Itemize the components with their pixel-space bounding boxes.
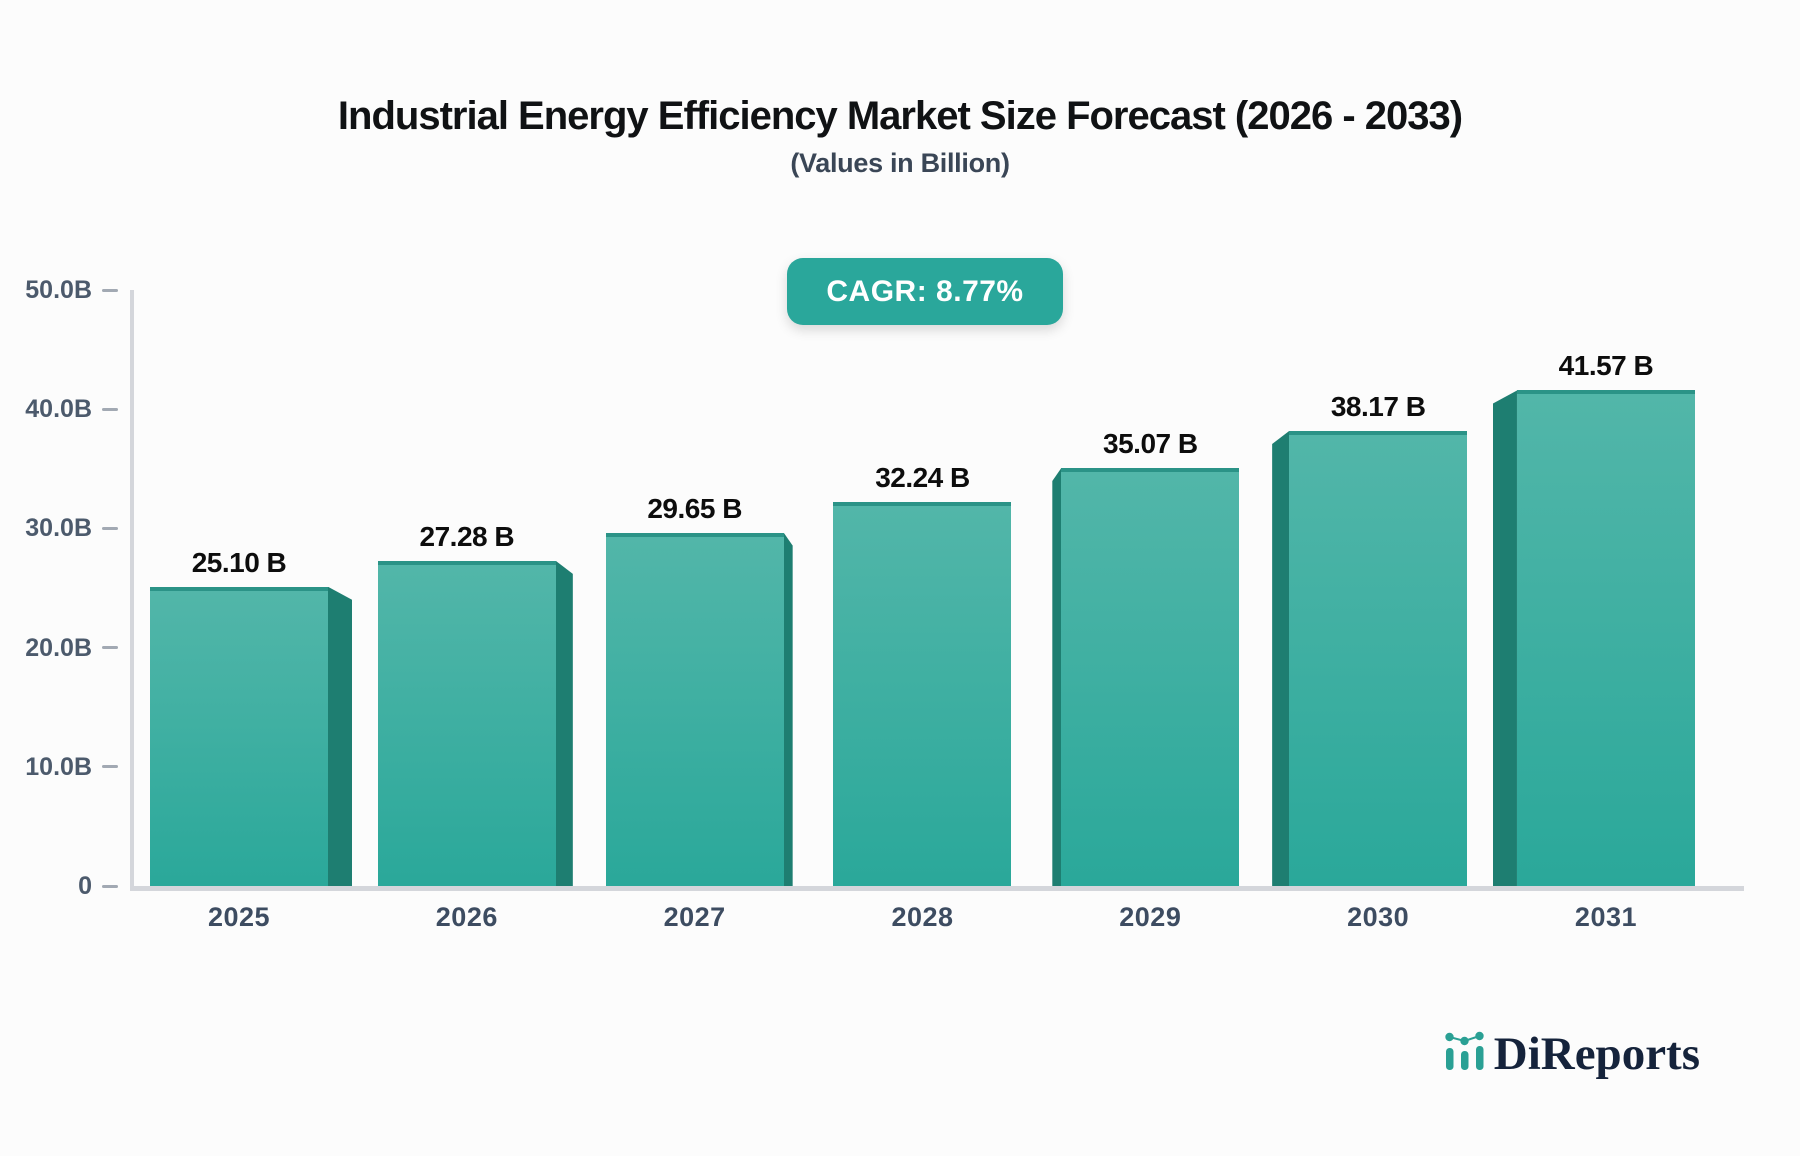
- bar-value-label: 29.65 B: [647, 492, 742, 524]
- x-axis-label-2030: 2030: [1347, 902, 1410, 932]
- y-tick-mark: [102, 526, 118, 530]
- x-axis-label-2029: 2029: [1119, 902, 1182, 932]
- bar-side-2027: [783, 532, 793, 886]
- bar-side-2025: [328, 586, 352, 886]
- x-axis-line: [130, 886, 1744, 891]
- x-axis-label-2027: 2027: [663, 902, 726, 932]
- logo-text: DiReports: [1493, 1028, 1700, 1080]
- x-axis-label-2031: 2031: [1574, 902, 1637, 932]
- bar-value-label: 35.07 B: [1103, 427, 1198, 459]
- bar-value-label: 38.17 B: [1330, 391, 1426, 422]
- bar-value-label: 27.28 B: [419, 520, 515, 552]
- bar-2029: [1061, 467, 1240, 886]
- y-tick-mark: [102, 288, 118, 292]
- y-tick-mark: [102, 646, 118, 650]
- bar-side-2031: [1492, 390, 1517, 886]
- y-tick-mark: [102, 884, 118, 888]
- cagr-badge: CAGR: 8.77%: [787, 258, 1063, 325]
- chart-title: Industrial Energy Efficiency Market Size…: [337, 94, 1463, 138]
- x-axis-label-2026: 2026: [435, 902, 498, 932]
- bar-side-2026: [555, 560, 573, 886]
- chart-subtitle: (Values in Billion): [790, 148, 1010, 178]
- bar-2031: [1516, 390, 1695, 886]
- bar-value-label: 25.10 B: [191, 546, 287, 578]
- mini-bar-chart-with-dots-icon: [1445, 1031, 1484, 1070]
- x-axis-label-2025: 2025: [207, 902, 271, 932]
- y-tick-label: 40.0B: [25, 395, 92, 424]
- bar-side-2030: [1272, 431, 1290, 886]
- y-tick-label: 20.0B: [25, 633, 92, 662]
- y-tick-label: 50.0B: [25, 276, 92, 304]
- x-axis-label-2028: 2028: [891, 902, 954, 932]
- y-tick-label: 0: [78, 872, 92, 900]
- bar-value-label: 41.57 B: [1558, 350, 1654, 382]
- y-tick-mark: [102, 765, 118, 769]
- bar-2030: [1289, 431, 1468, 886]
- bar-2026: [377, 560, 556, 886]
- y-tick-label: 10.0B: [25, 752, 92, 781]
- bar-side-2029: [1052, 467, 1062, 886]
- y-axis-line: [130, 290, 134, 890]
- direports-logo: DiReports: [1444, 1028, 1700, 1078]
- bar-2027: [605, 532, 784, 886]
- bar-2025: [150, 586, 328, 886]
- y-tick-mark: [102, 407, 118, 411]
- bar-value-label: 32.24 B: [875, 461, 970, 493]
- bar-2028: [833, 501, 1012, 886]
- cagr-badge-label: CAGR: 8.77%: [826, 274, 1024, 308]
- y-tick-label: 30.0B: [25, 514, 92, 543]
